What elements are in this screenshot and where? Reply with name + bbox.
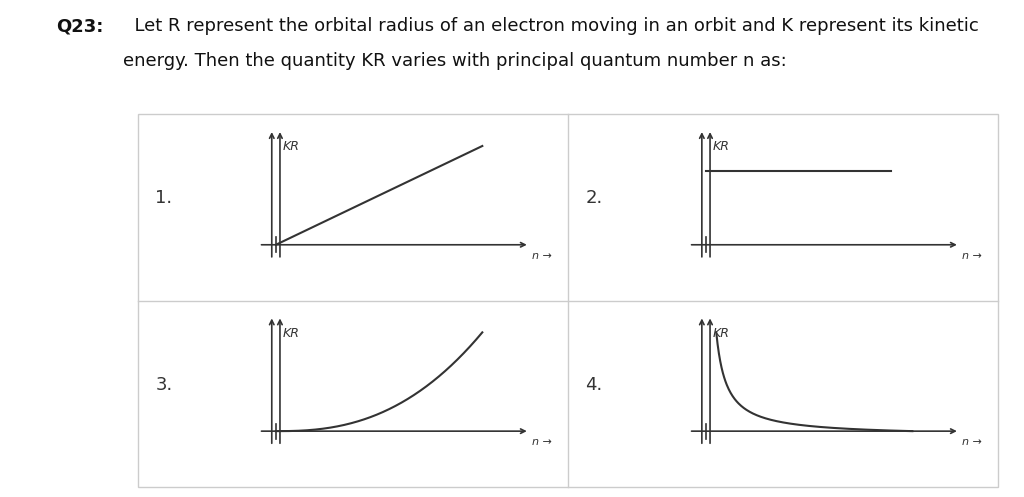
Text: KR: KR <box>713 140 729 154</box>
Text: Q23:: Q23: <box>56 17 103 35</box>
Text: Let R represent the orbital radius of an electron moving in an orbit and K repre: Let R represent the orbital radius of an… <box>123 17 979 35</box>
Text: 2.: 2. <box>586 189 603 207</box>
Text: n →: n → <box>531 251 552 261</box>
Text: KR: KR <box>283 327 299 340</box>
Text: KR: KR <box>713 327 729 340</box>
Text: 4.: 4. <box>586 376 603 394</box>
Text: n →: n → <box>962 251 982 261</box>
Text: n →: n → <box>962 437 982 447</box>
Text: energy. Then the quantity KR varies with principal quantum number n as:: energy. Then the quantity KR varies with… <box>123 52 786 70</box>
Text: KR: KR <box>283 140 299 154</box>
Text: 1.: 1. <box>156 189 173 207</box>
Text: 3.: 3. <box>156 376 173 394</box>
Text: n →: n → <box>531 437 552 447</box>
